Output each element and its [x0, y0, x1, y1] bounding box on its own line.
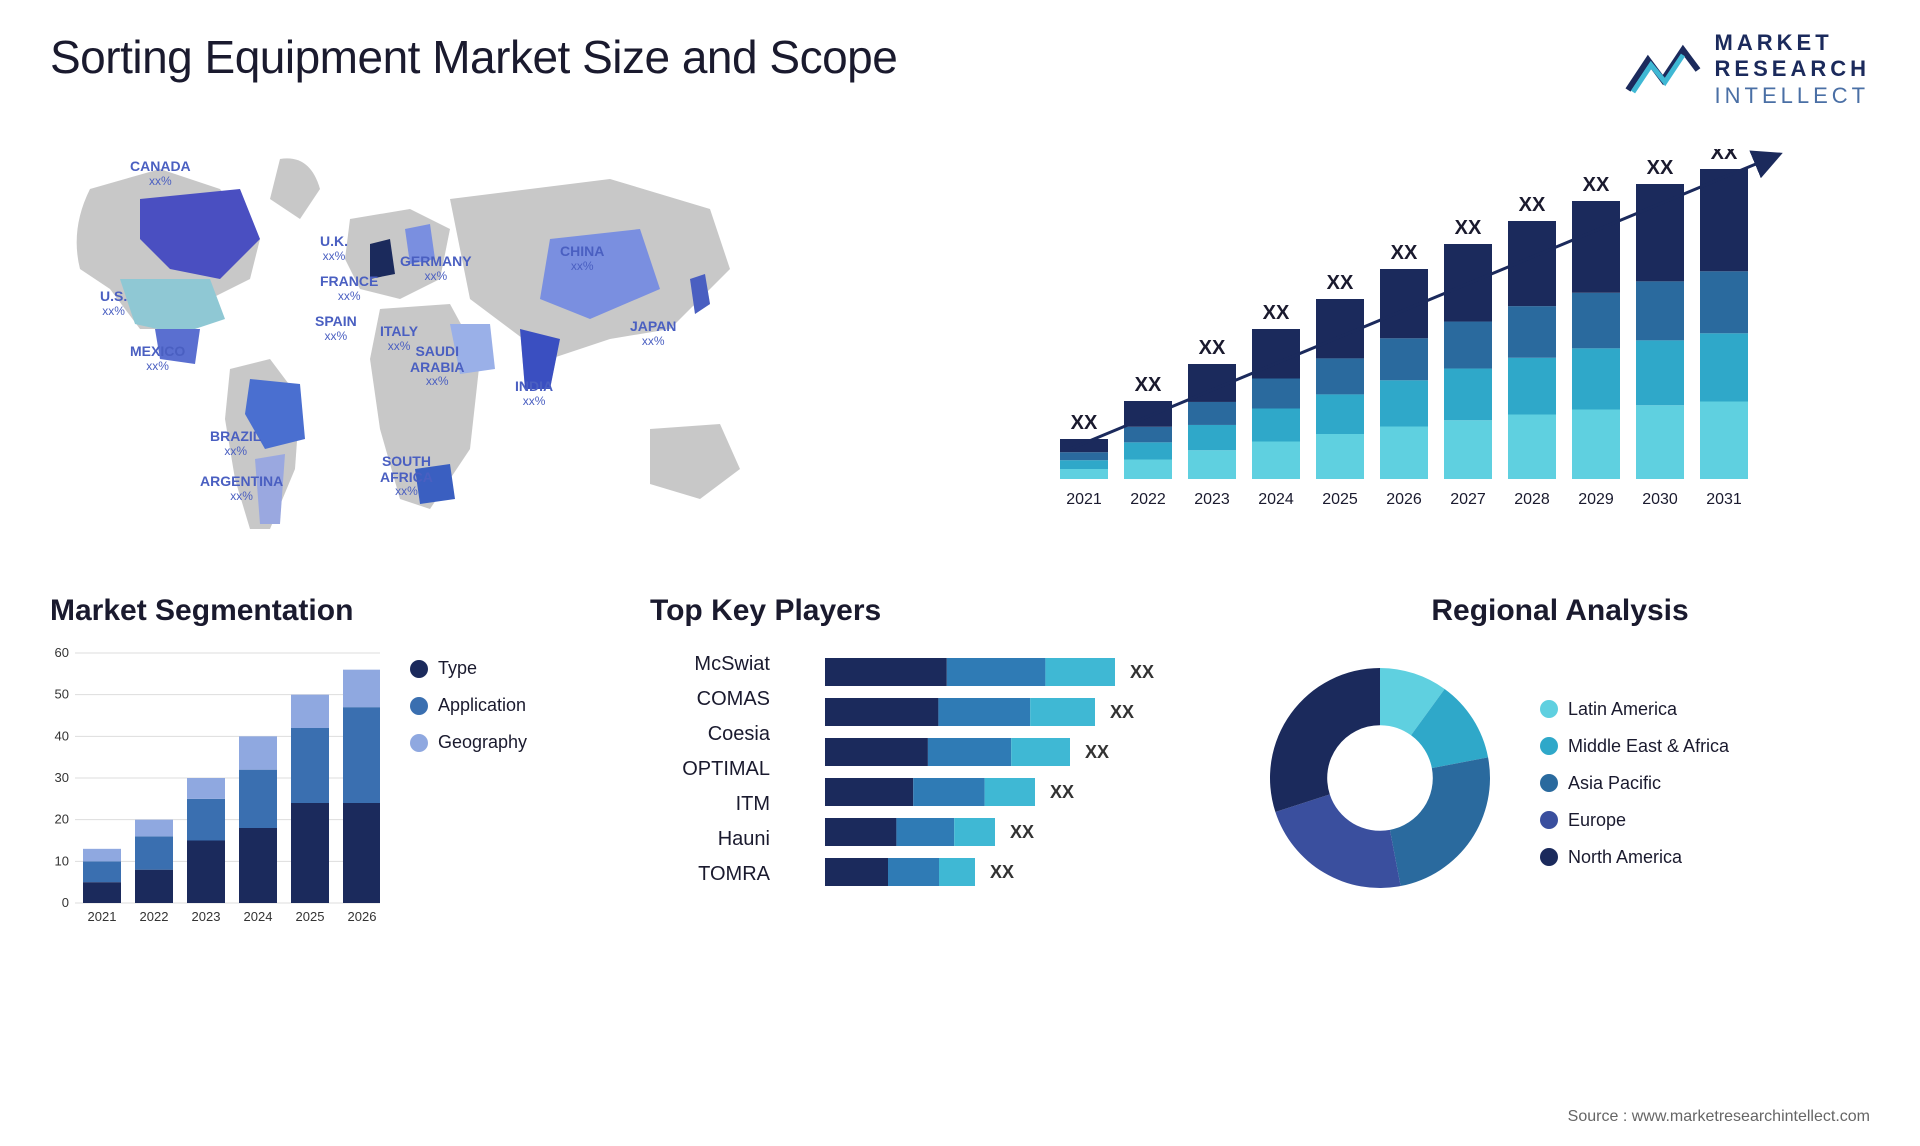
svg-text:2022: 2022: [140, 909, 169, 924]
player-name: ITM: [650, 793, 770, 816]
player-name: COMAS: [650, 688, 770, 711]
map-label: CANADAxx%: [130, 159, 191, 188]
svg-text:2023: 2023: [1194, 491, 1230, 508]
map-label: BRAZILxx%: [210, 429, 261, 458]
svg-text:2021: 2021: [88, 909, 117, 924]
player-name: McSwiat: [650, 653, 770, 676]
player-name: OPTIMAL: [650, 758, 770, 781]
regional-legend: Latin America Middle East & Africa Asia Pa…: [1540, 689, 1729, 868]
svg-text:XX: XX: [1327, 272, 1354, 294]
svg-text:2024: 2024: [1258, 491, 1294, 508]
players-names: McSwiat COMAS Coesia OPTIMAL ITM Hauni TOMRA: [650, 648, 770, 928]
source-attribution: Source : www.marketresearchintellect.com: [1568, 1108, 1870, 1126]
brand-logo: MARKET RESEARCH INTELLECT: [1623, 30, 1870, 109]
map-label: GERMANYxx%: [400, 254, 472, 283]
map-label: INDIAxx%: [515, 379, 553, 408]
legend-item: Latin America: [1540, 699, 1729, 720]
svg-text:XX: XX: [1130, 662, 1154, 682]
svg-text:2021: 2021: [1066, 491, 1102, 508]
svg-text:XX: XX: [1071, 412, 1098, 434]
map-label: SOUTHAFRICAxx%: [380, 454, 433, 498]
logo-text-2: RESEARCH: [1715, 56, 1870, 81]
svg-text:XX: XX: [1263, 302, 1290, 324]
svg-text:XX: XX: [1583, 174, 1610, 196]
svg-text:XX: XX: [1135, 374, 1162, 396]
map-label: U.K.xx%: [320, 234, 348, 263]
svg-text:XX: XX: [1455, 217, 1482, 239]
svg-text:2025: 2025: [296, 909, 325, 924]
players-chart: XXXXXXXXXXXX: [800, 648, 1210, 928]
logo-mark-icon: [1623, 40, 1703, 100]
legend-item: Type: [410, 658, 527, 679]
legend-item: Geography: [410, 732, 527, 753]
page-title: Sorting Equipment Market Size and Scope: [50, 30, 897, 84]
legend-item: Middle East & Africa: [1540, 736, 1729, 757]
svg-text:XX: XX: [1711, 149, 1738, 164]
map-label: SAUDIARABIAxx%: [410, 344, 464, 388]
svg-text:2023: 2023: [192, 909, 221, 924]
svg-text:XX: XX: [1050, 782, 1074, 802]
svg-text:XX: XX: [1647, 157, 1674, 179]
svg-text:2031: 2031: [1706, 491, 1742, 508]
svg-text:2027: 2027: [1450, 491, 1486, 508]
map-label: JAPANxx%: [630, 319, 676, 348]
svg-text:XX: XX: [1085, 742, 1109, 762]
svg-text:20: 20: [55, 812, 69, 827]
logo-text-1: MARKET: [1715, 30, 1833, 55]
svg-text:10: 10: [55, 854, 69, 869]
map-label: MEXICOxx%: [130, 344, 185, 373]
legend-item: Asia Pacific: [1540, 773, 1729, 794]
legend-item: North America: [1540, 847, 1729, 868]
svg-text:XX: XX: [1199, 337, 1226, 359]
svg-text:60: 60: [55, 648, 69, 660]
segmentation-legend: Type Application Geography: [410, 648, 527, 928]
map-label: CHINAxx%: [560, 244, 604, 273]
svg-text:XX: XX: [1010, 822, 1034, 842]
map-label: ARGENTINAxx%: [200, 474, 283, 503]
svg-text:XX: XX: [990, 862, 1014, 882]
legend-item: Europe: [1540, 810, 1729, 831]
svg-text:XX: XX: [1519, 194, 1546, 216]
player-name: Coesia: [650, 723, 770, 746]
regional-title: Regional Analysis: [1250, 594, 1870, 628]
map-label: FRANCExx%: [320, 274, 378, 303]
svg-text:2025: 2025: [1322, 491, 1358, 508]
legend-item: Application: [410, 695, 527, 716]
world-map: CANADAxx% U.S.xx%MEXICOxx% BRAZILxx% ARGENT…: [50, 129, 950, 554]
logo-text-3: INTELLECT: [1715, 83, 1870, 108]
svg-text:30: 30: [55, 770, 69, 785]
player-name: TOMRA: [650, 863, 770, 886]
svg-text:2026: 2026: [348, 909, 377, 924]
players-title: Top Key Players: [650, 594, 1210, 628]
svg-text:2024: 2024: [244, 909, 273, 924]
player-name: Hauni: [650, 828, 770, 851]
map-label: SPAINxx%: [315, 314, 357, 343]
svg-text:2026: 2026: [1386, 491, 1422, 508]
svg-text:XX: XX: [1110, 702, 1134, 722]
svg-text:2022: 2022: [1130, 491, 1166, 508]
svg-text:0: 0: [62, 895, 69, 910]
map-label: U.S.xx%: [100, 289, 127, 318]
svg-text:XX: XX: [1391, 242, 1418, 264]
forecast-chart: XX 2021 XX 2022 XX 2023 XX 2024 XX 2025 XX 2026 XX 20…: [990, 129, 1870, 554]
segmentation-chart: 0 10 20 30 40 50 60 2021 2022 2023 2024 2025 2026: [50, 648, 380, 928]
svg-text:50: 50: [55, 687, 69, 702]
svg-text:2029: 2029: [1578, 491, 1614, 508]
svg-text:2028: 2028: [1514, 491, 1550, 508]
regional-donut: [1250, 648, 1510, 908]
svg-text:40: 40: [55, 729, 69, 744]
svg-text:2030: 2030: [1642, 491, 1678, 508]
segmentation-title: Market Segmentation: [50, 594, 610, 628]
